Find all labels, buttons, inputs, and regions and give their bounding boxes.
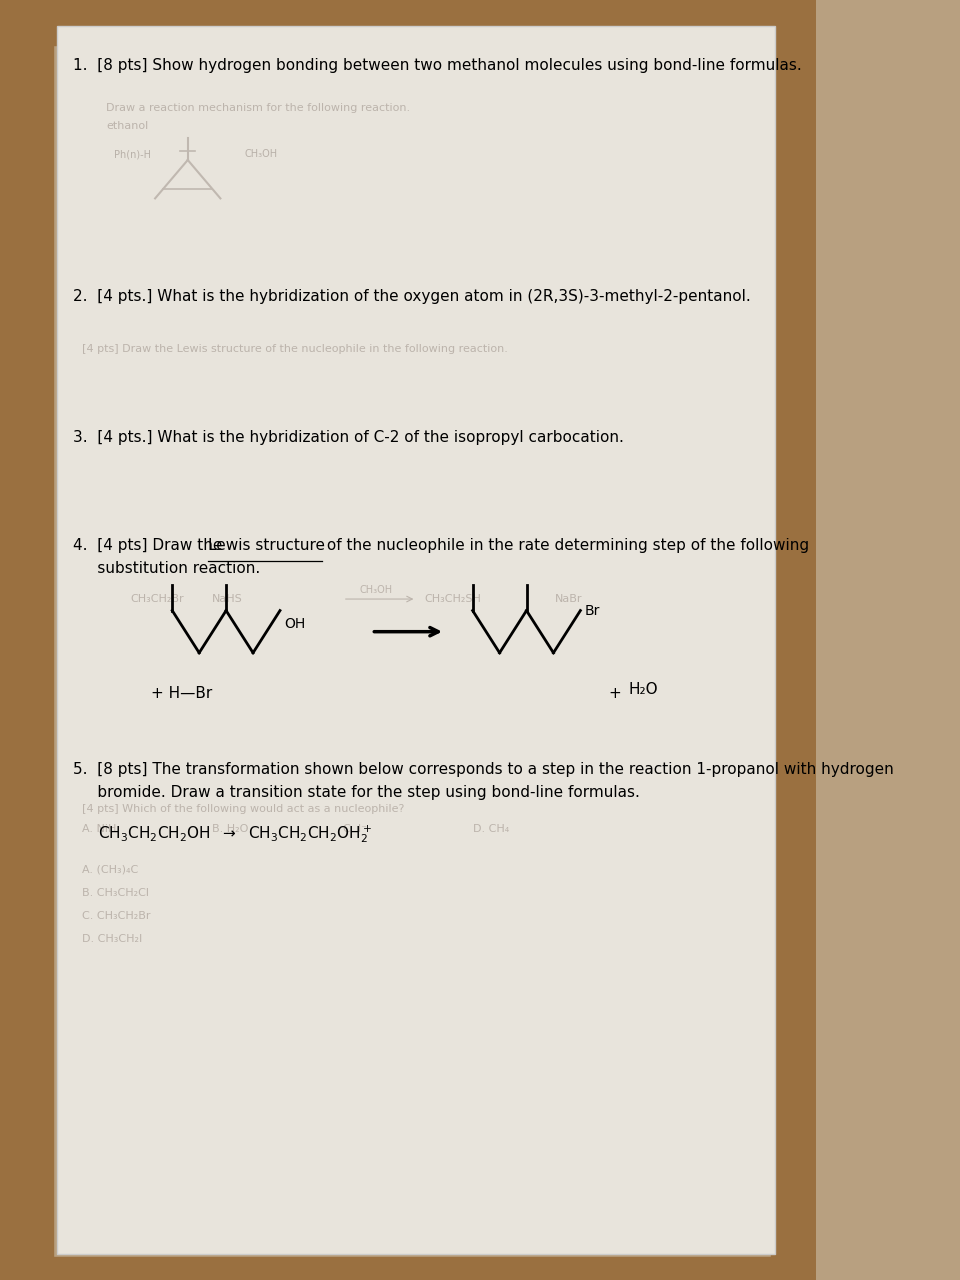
Text: D. CH₃CH₂I: D. CH₃CH₂I <box>82 934 142 945</box>
Text: Draw a reaction mechanism for the following reaction.: Draw a reaction mechanism for the follow… <box>107 104 410 114</box>
Text: C. CH₃CH₂Br: C. CH₃CH₂Br <box>82 911 150 922</box>
Text: A. NiH: A. NiH <box>82 824 116 835</box>
Text: B. H₂O: B. H₂O <box>212 824 249 835</box>
Text: H₂O: H₂O <box>629 682 659 696</box>
Text: 5.  [8 pts] The transformation shown below corresponds to a step in the reaction: 5. [8 pts] The transformation shown belo… <box>74 763 894 777</box>
Text: 1.  [8 pts] Show hydrogen bonding between two methanol molecules using bond-line: 1. [8 pts] Show hydrogen bonding between… <box>74 59 803 73</box>
Text: A. (CH₃)₄C: A. (CH₃)₄C <box>82 865 138 876</box>
Text: D. CH₄: D. CH₄ <box>473 824 510 835</box>
Text: Ph(n)-H: Ph(n)-H <box>114 150 152 160</box>
Bar <box>0 0 53 1280</box>
Text: [4 pts] Which of the following would act as a nucleophile?: [4 pts] Which of the following would act… <box>82 804 404 814</box>
Text: 4.  [4 pts] Draw the: 4. [4 pts] Draw the <box>74 539 228 553</box>
Text: + H—Br: + H—Br <box>151 686 212 700</box>
Text: [4 pts] Draw the Lewis structure of the nucleophile in the following reaction.: [4 pts] Draw the Lewis structure of the … <box>82 344 508 355</box>
Text: NaHS: NaHS <box>212 594 243 604</box>
Text: CH₃OH: CH₃OH <box>245 150 278 160</box>
Text: CH₃CH₂SH: CH₃CH₂SH <box>424 594 481 604</box>
Text: CH$_3$CH$_2$CH$_2$OH  $\rightarrow$  CH$_3$CH$_2$CH$_2$OH$_2^+$: CH$_3$CH$_2$CH$_2$OH $\rightarrow$ CH$_3… <box>98 823 372 845</box>
Text: CH₃CH₂Br: CH₃CH₂Br <box>131 594 184 604</box>
Text: CH₃OH: CH₃OH <box>359 585 393 595</box>
Text: ethanol: ethanol <box>107 122 149 132</box>
Text: 3.  [4 pts.] What is the hybridization of C-2 of the isopropyl carbocation.: 3. [4 pts.] What is the hybridization of… <box>74 430 624 444</box>
Text: bromide. Draw a transition state for the step using bond-line formulas.: bromide. Draw a transition state for the… <box>74 786 640 800</box>
FancyBboxPatch shape <box>58 26 776 1254</box>
Text: C. I⁻: C. I⁻ <box>343 824 367 835</box>
Text: NaBr: NaBr <box>555 594 583 604</box>
Text: Lewis structure: Lewis structure <box>208 539 325 553</box>
Text: B. CH₃CH₂Cl: B. CH₃CH₂Cl <box>82 888 149 899</box>
Text: Br: Br <box>585 604 600 617</box>
Bar <box>0 0 816 45</box>
Text: 2.  [4 pts.] What is the hybridization of the oxygen atom in (2R,3S)-3-methyl-2-: 2. [4 pts.] What is the hybridization of… <box>74 289 752 303</box>
Bar <box>0 1257 816 1280</box>
Text: +: + <box>608 686 621 700</box>
Text: OH: OH <box>284 617 305 631</box>
Text: substitution reaction.: substitution reaction. <box>74 562 261 576</box>
Text: of the nucleophile in the rate determining step of the following: of the nucleophile in the rate determini… <box>323 539 809 553</box>
Bar <box>772 0 816 1280</box>
